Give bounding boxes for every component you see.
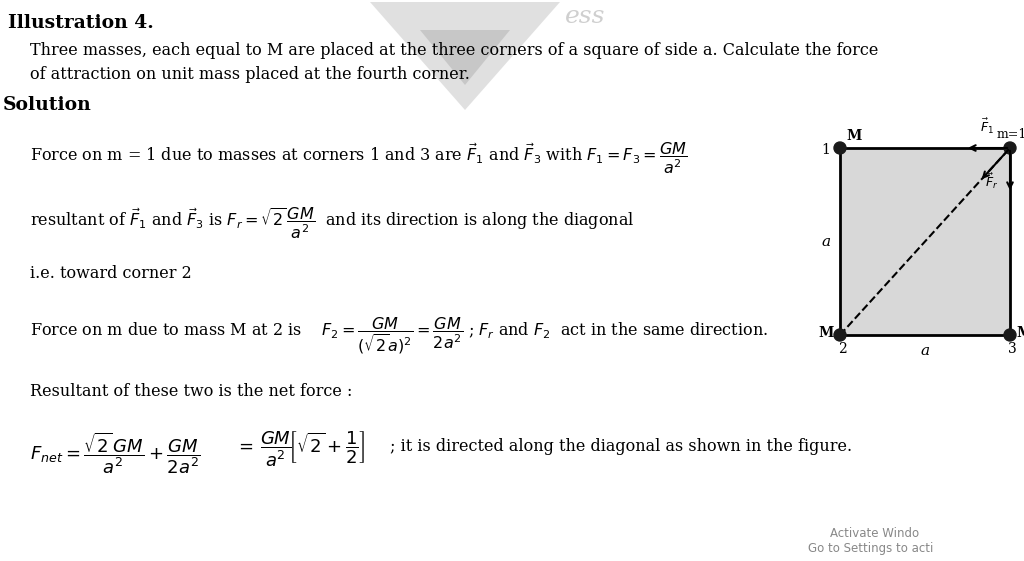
Circle shape bbox=[834, 142, 846, 154]
Text: $F_{net} = \dfrac{\sqrt{2}\,GM}{a^2} + \dfrac{GM}{2a^2}$: $F_{net} = \dfrac{\sqrt{2}\,GM}{a^2} + \… bbox=[30, 430, 201, 476]
Text: i.e. toward corner 2: i.e. toward corner 2 bbox=[30, 265, 191, 282]
Text: m=1: m=1 bbox=[996, 127, 1024, 140]
Text: ess: ess bbox=[565, 5, 605, 28]
Polygon shape bbox=[370, 2, 560, 110]
Text: Three masses, each equal to M are placed at the three corners of a square of sid: Three masses, each equal to M are placed… bbox=[30, 42, 879, 59]
Text: of attraction on unit mass placed at the fourth corner.: of attraction on unit mass placed at the… bbox=[30, 66, 470, 83]
Text: $\vec{F}_r$: $\vec{F}_r$ bbox=[985, 171, 998, 191]
Circle shape bbox=[1004, 329, 1016, 341]
Text: a: a bbox=[921, 344, 930, 358]
FancyBboxPatch shape bbox=[840, 148, 1010, 335]
Polygon shape bbox=[420, 30, 510, 85]
Text: Illustration 4.: Illustration 4. bbox=[8, 14, 154, 32]
Text: Force on m = 1 due to masses at corners 1 and 3 are $\vec{F}_1$ and $\vec{F}_3$ : Force on m = 1 due to masses at corners … bbox=[30, 140, 687, 176]
Circle shape bbox=[1004, 142, 1016, 154]
Text: Solution: Solution bbox=[3, 96, 92, 114]
Text: 2: 2 bbox=[838, 342, 847, 356]
Text: M: M bbox=[818, 326, 834, 340]
Text: M: M bbox=[1016, 326, 1024, 340]
Text: resultant of $\vec{F}_1$ and $\vec{F}_3$ is $F_r = \sqrt{2}\,\dfrac{GM}{a^2}$  a: resultant of $\vec{F}_1$ and $\vec{F}_3$… bbox=[30, 205, 634, 241]
Text: Go to Settings to acti: Go to Settings to acti bbox=[808, 542, 933, 555]
Text: a: a bbox=[821, 234, 830, 249]
Text: $\vec{F}_1$: $\vec{F}_1$ bbox=[980, 117, 994, 136]
Text: M: M bbox=[846, 129, 861, 143]
Text: 3: 3 bbox=[1008, 342, 1017, 356]
Text: ; it is directed along the diagonal as shown in the figure.: ; it is directed along the diagonal as s… bbox=[390, 438, 852, 455]
Text: 1: 1 bbox=[821, 143, 830, 157]
Text: $= \,\dfrac{GM}{a^2}\!\left[\sqrt{2} + \dfrac{1}{2}\right]$: $= \,\dfrac{GM}{a^2}\!\left[\sqrt{2} + \… bbox=[234, 430, 366, 469]
Text: Resultant of these two is the net force :: Resultant of these two is the net force … bbox=[30, 383, 352, 400]
Circle shape bbox=[834, 329, 846, 341]
Text: Activate Windo: Activate Windo bbox=[830, 527, 920, 540]
Text: Force on m due to mass M at 2 is    $F_2 = \dfrac{GM}{(\sqrt{2}a)^2} = \dfrac{GM: Force on m due to mass M at 2 is $F_2 = … bbox=[30, 315, 768, 356]
